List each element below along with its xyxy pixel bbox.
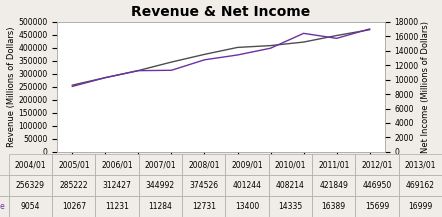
Net Income (268, 47, 273, 49)
Line: Revenue: Revenue (72, 30, 370, 85)
Net Income (301, 32, 306, 35)
Net Income (202, 59, 207, 61)
Revenue (334, 34, 339, 37)
Revenue (235, 46, 240, 49)
Revenue (169, 61, 174, 63)
Net Income (70, 85, 75, 88)
Y-axis label: Net Income (Millions of Dollars): Net Income (Millions of Dollars) (421, 21, 431, 153)
Net Income (103, 76, 108, 79)
Y-axis label: Revenue (Millions of Dollars): Revenue (Millions of Dollars) (7, 26, 16, 147)
Net Income (235, 54, 240, 56)
Net Income (367, 28, 372, 30)
Revenue (202, 53, 207, 56)
Line: Net Income: Net Income (72, 29, 370, 86)
Revenue (367, 28, 372, 31)
Revenue (70, 84, 75, 86)
Title: Revenue & Net Income: Revenue & Net Income (131, 5, 311, 19)
Net Income (334, 37, 339, 40)
Revenue (103, 76, 108, 79)
Revenue (301, 41, 306, 43)
Net Income (169, 69, 174, 72)
Revenue (136, 69, 141, 72)
Net Income (136, 69, 141, 72)
Revenue (268, 44, 273, 47)
